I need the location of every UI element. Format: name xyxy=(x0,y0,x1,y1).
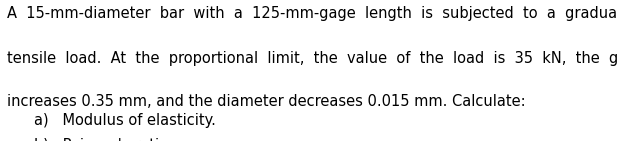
Text: A  15-mm-diameter  bar  with  a  125-mm-gage  length  is  subjected  to  a  grad: A 15-mm-diameter bar with a 125-mm-gage … xyxy=(7,6,617,21)
Text: b)   Poisson's ratio.: b) Poisson's ratio. xyxy=(34,137,172,141)
Text: increases 0.35 mm, and the diameter decreases 0.015 mm. Calculate:: increases 0.35 mm, and the diameter decr… xyxy=(7,94,526,109)
Text: a)   Modulus of elasticity.: a) Modulus of elasticity. xyxy=(34,113,216,128)
Text: tensile  load.  At  the  proportional  limit,  the  value  of  the  load  is  35: tensile load. At the proportional limit,… xyxy=(7,51,617,66)
